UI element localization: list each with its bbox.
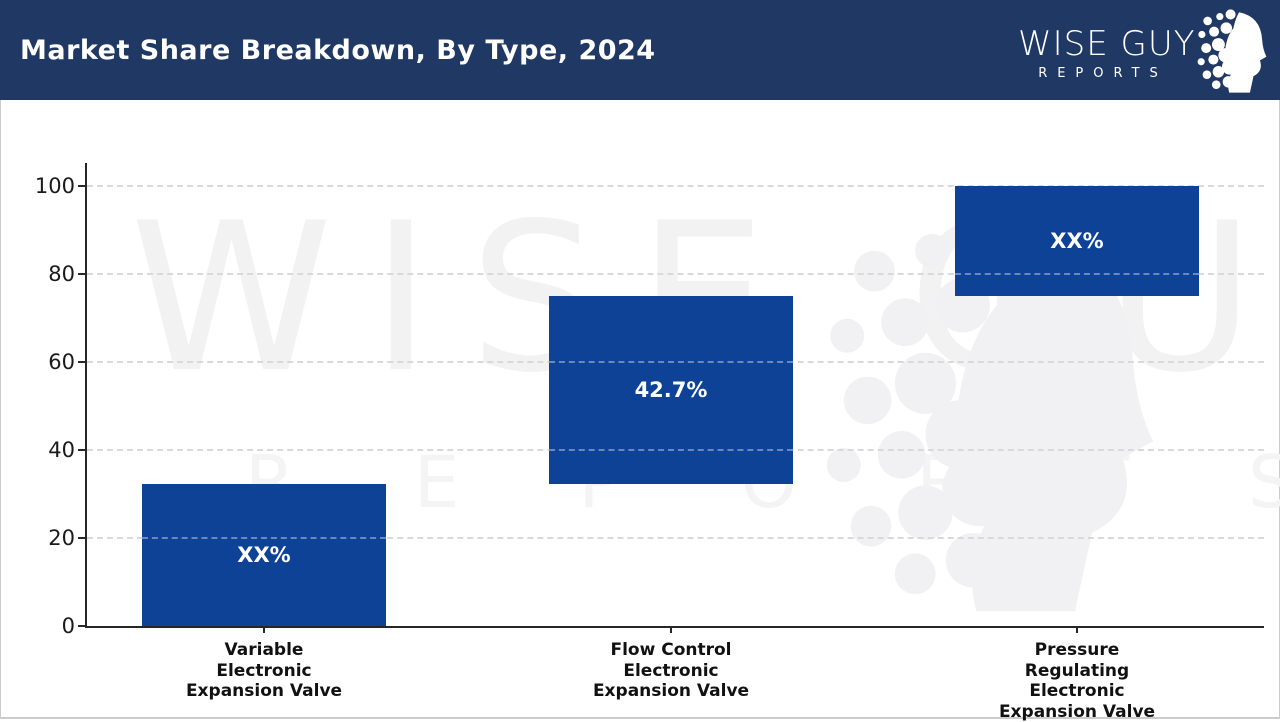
y-tick-40 (78, 449, 85, 451)
bar-gridline-overlay (549, 449, 793, 451)
y-tick-label-80: 80 (48, 262, 75, 286)
brand-subtitle: REPORTS (1038, 66, 1168, 81)
y-tick-80 (78, 273, 85, 275)
y-tick-label-100: 100 (34, 174, 75, 198)
brand-name: WISE GUY (1018, 24, 1196, 64)
bar-value-label: XX% (237, 542, 291, 567)
y-tick-0 (78, 625, 85, 627)
x-category-label-2: Flow Control Electronic Expansion Valve (592, 640, 750, 701)
bar-segment-2 (549, 296, 793, 484)
x-category-label-3: Pressure Regulating Electronic Expansion Va… (998, 640, 1156, 722)
frame-border-bottom (0, 717, 1280, 719)
page-title: Market Share Breakdown, By Type, 2024 (20, 34, 656, 66)
frame-border-left (0, 100, 1, 718)
gridline-y80 (87, 273, 1264, 275)
brand-text: WISE GUY REPORTS (1018, 24, 1196, 81)
x-category-label-1: Variable Electronic Expansion Valve (185, 640, 343, 701)
bar-gridline-overlay (549, 361, 793, 363)
y-tick-60 (78, 361, 85, 363)
bar-gridline-overlay (142, 536, 386, 539)
brand-logo: WISE GUY REPORTS (1018, 6, 1268, 96)
gridline-y100 (87, 185, 1264, 187)
bar-value-label: 42.7% (634, 377, 708, 402)
gridline-y20 (87, 537, 1264, 539)
header-bar: Market Share Breakdown, By Type, 2024 WI… (0, 0, 1280, 100)
y-tick-label-0: 0 (61, 614, 75, 638)
bar-gridline-overlay (955, 273, 1199, 275)
y-tick-label-60: 60 (48, 350, 75, 374)
x-tick-2 (670, 628, 672, 633)
y-tick-20 (78, 537, 85, 539)
wiseguy-face-icon (1197, 9, 1267, 93)
y-tick-100 (78, 185, 85, 187)
x-tick-1 (263, 628, 265, 633)
bar-segment-1 (142, 483, 386, 626)
y-axis-line (85, 163, 87, 628)
y-tick-label-20: 20 (48, 526, 75, 550)
x-axis-line (85, 626, 1264, 628)
bar-value-label: XX% (1050, 229, 1104, 253)
x-tick-3 (1076, 628, 1078, 633)
y-tick-label-40: 40 (48, 438, 75, 462)
